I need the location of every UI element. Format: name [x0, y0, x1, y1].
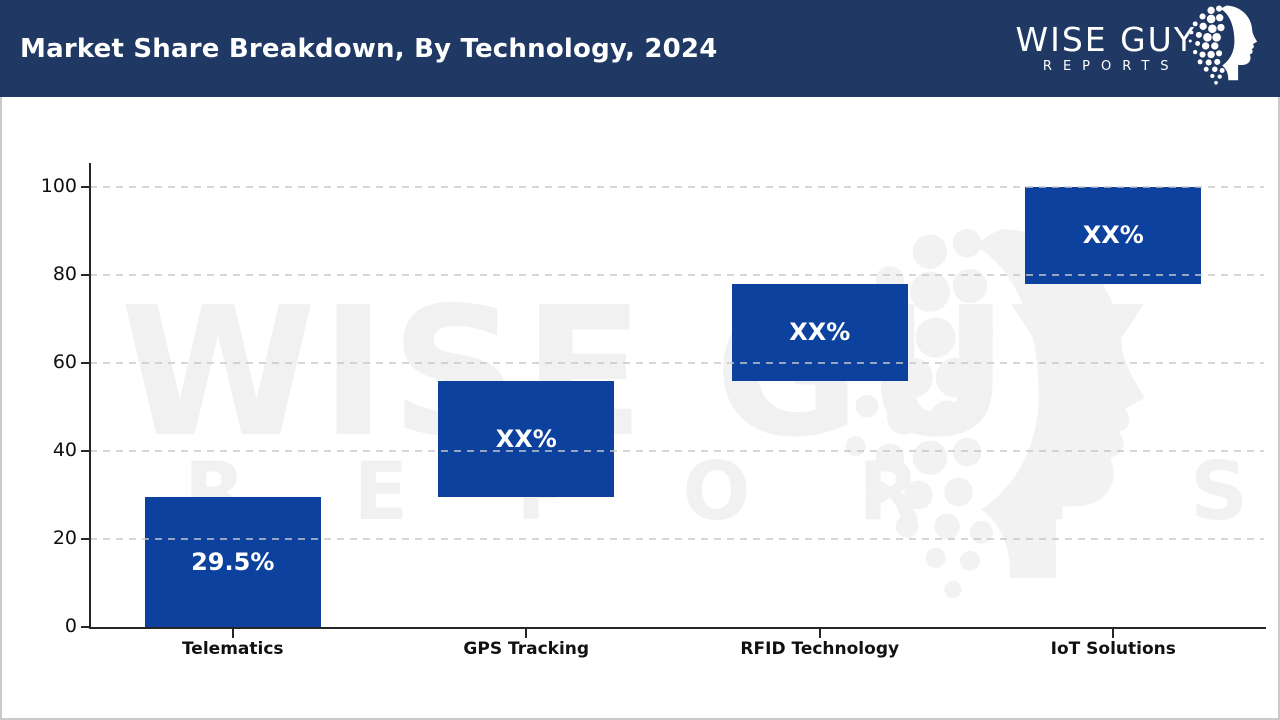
y-tick-label: 100 — [40, 175, 77, 197]
y-tick-label: 60 — [52, 351, 77, 373]
gridline-y-80 — [90, 274, 1264, 276]
x-tick-mark — [525, 629, 528, 638]
logo-wordmark: WISE GUY — [1015, 19, 1196, 59]
y-tick-mark — [81, 186, 90, 188]
y-tick-mark — [81, 450, 90, 452]
logo-text: WISE GUY REPORTS — [1015, 19, 1196, 75]
y-tick-mark — [81, 274, 90, 276]
x-tick-mark — [231, 629, 234, 638]
gridline-y-60 — [90, 362, 1264, 364]
y-tick-label: 40 — [52, 439, 77, 461]
y-tick-label: 0 — [64, 615, 77, 637]
gridline-y-40 — [90, 450, 1264, 452]
x-tick-mark — [1112, 629, 1115, 638]
x-tick-mark — [818, 629, 821, 638]
x-category-label: Telematics — [181, 639, 284, 659]
bar-value-label: 29.5% — [191, 548, 275, 577]
x-axis-line — [89, 627, 1266, 629]
y-tick-label: 80 — [52, 263, 77, 285]
bar-telematics: 29.5% — [144, 497, 321, 627]
x-category-label: RFID Technology — [740, 639, 900, 659]
logo-subtitle: REPORTS — [1042, 59, 1180, 75]
y-tick-mark — [81, 626, 90, 628]
gridline-y-100 — [90, 186, 1264, 188]
x-category-label: IoT Solutions — [1050, 639, 1176, 659]
bar-iot-solutions: XX% — [1025, 187, 1202, 284]
y-tick-mark — [81, 538, 90, 540]
bar-value-label: XX% — [789, 318, 851, 347]
bar-value-label: XX% — [495, 424, 557, 453]
dotted-head-profile-icon — [1188, 4, 1258, 85]
y-tick-mark — [81, 362, 90, 364]
bar-rfid-technology: XX% — [731, 283, 908, 381]
chart-panel: WISE GUY R E P O R T S 0 20 40 60 80 100 29.5%… — [0, 97, 1280, 720]
y-tick-label: 20 — [52, 527, 77, 549]
gridline-y-20 — [90, 538, 1264, 540]
bar-value-label: XX% — [1082, 221, 1144, 250]
page-title: Market Share Breakdown, By Technology, 2… — [20, 33, 718, 64]
y-axis-line — [89, 163, 91, 629]
header-bar: Market Share Breakdown, By Technology, 2… — [0, 0, 1280, 97]
wise-guy-reports-logo: WISE GUY REPORTS — [1015, 3, 1266, 95]
bar-gps-tracking: XX% — [438, 380, 615, 498]
x-category-label: GPS Tracking — [463, 639, 590, 659]
